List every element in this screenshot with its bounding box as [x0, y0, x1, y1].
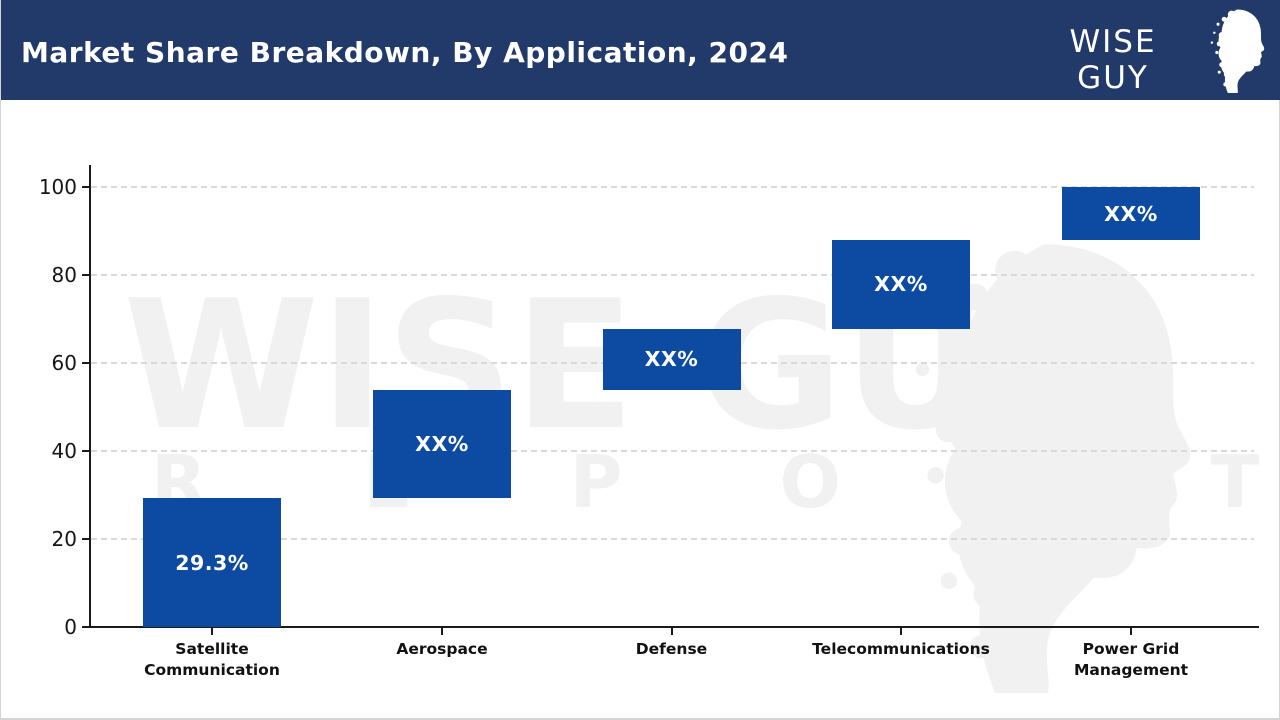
y-tick-80 — [82, 274, 90, 276]
x-tick-4 — [900, 627, 902, 635]
y-tick-60 — [82, 362, 90, 364]
x-tick-3 — [670, 627, 673, 635]
x-tick-2 — [441, 627, 443, 635]
y-tick-40 — [82, 450, 90, 452]
bar-5: XX% — [1062, 187, 1200, 241]
bar-value-label: 29.3% — [175, 550, 249, 575]
bar-value-label: XX% — [415, 431, 469, 456]
bar-4: XX% — [832, 240, 970, 329]
y-tick-20 — [82, 538, 90, 540]
x-tick-5 — [1130, 627, 1132, 635]
x-category-label: Aerospace — [396, 640, 488, 658]
gridline-y100 — [91, 186, 1254, 188]
y-tick-100 — [82, 186, 90, 188]
x-axis-line — [89, 626, 1259, 628]
gridline-y20 — [91, 538, 1254, 540]
brand-subname: R E P O R T S — [1046, 99, 1184, 127]
bar-3: XX% — [602, 328, 741, 390]
y-tick-label-80: 80 — [51, 263, 77, 287]
brand-logo-text: WISE GUY R E P O R T S — [1029, 24, 1197, 127]
bar-value-label: XX% — [1104, 201, 1158, 226]
header-bar: Market Share Breakdown, By Application, … — [1, 0, 1280, 127]
x-category-label: Telecommunications — [812, 640, 990, 658]
y-tick-0 — [82, 626, 90, 628]
gridline-y80 — [91, 274, 1254, 276]
y-tick-label-20: 20 — [51, 527, 77, 551]
y-tick-label-0: 0 — [64, 615, 77, 639]
x-category-label: Satellite Communication — [144, 640, 280, 680]
brand-name: WISE GUY — [1069, 24, 1157, 96]
x-tick-1 — [211, 627, 213, 635]
bar-1: 29.3% — [143, 498, 281, 627]
x-category-label: Power Grid Management — [1073, 640, 1189, 680]
y-tick-label-40: 40 — [51, 439, 77, 463]
brand-face-icon — [1210, 9, 1265, 93]
bar-value-label: XX% — [874, 272, 928, 297]
page-title: Market Share Breakdown, By Application, … — [21, 36, 789, 69]
y-tick-label-100: 100 — [38, 175, 77, 199]
y-tick-label-60: 60 — [51, 351, 77, 375]
bar-value-label: XX% — [644, 347, 699, 372]
y-axis-line — [89, 165, 91, 628]
gridline-y40 — [91, 450, 1254, 452]
bar-2: XX% — [373, 389, 511, 499]
brand-logo: WISE GUY R E P O R T S — [1029, 0, 1269, 127]
x-category-label: Defense — [635, 640, 708, 658]
